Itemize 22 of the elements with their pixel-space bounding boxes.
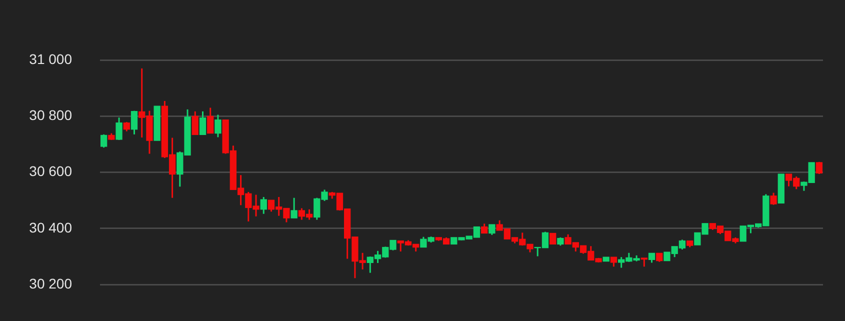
candlestick <box>488 224 496 236</box>
y-tick-label: 30 200 <box>29 275 72 292</box>
candlestick <box>199 110 206 136</box>
candlestick <box>192 110 198 136</box>
candlestick <box>123 121 130 132</box>
candlestick <box>130 110 138 136</box>
candlestick <box>214 114 222 138</box>
candlestick <box>290 197 298 219</box>
candlestick <box>549 232 556 244</box>
candlestick <box>260 196 267 215</box>
y-tick-label: 30 800 <box>29 107 72 124</box>
candlestick <box>770 192 777 206</box>
candlestick <box>610 256 618 268</box>
candlestick <box>116 116 122 141</box>
y-tick-label: 30 600 <box>29 163 72 180</box>
candlestick <box>481 222 488 234</box>
candlestick <box>207 106 214 134</box>
y-tick-label: 30 400 <box>29 219 72 236</box>
y-tick-label: 31 000 <box>29 50 72 67</box>
candlestick <box>100 134 108 148</box>
candlestick <box>816 161 823 175</box>
candlestick <box>648 252 656 264</box>
